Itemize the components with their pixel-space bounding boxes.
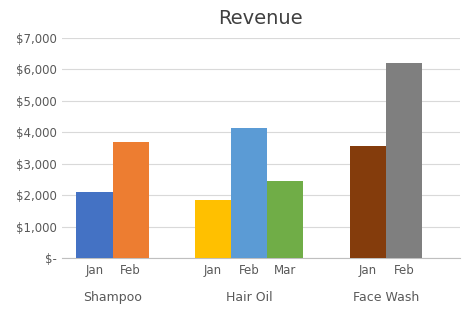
Bar bbox=[386, 63, 422, 258]
Text: Face Wash: Face Wash bbox=[353, 291, 419, 304]
Title: Revenue: Revenue bbox=[219, 9, 303, 28]
Bar bbox=[195, 200, 231, 258]
Bar bbox=[76, 192, 113, 258]
Text: Hair Oil: Hair Oil bbox=[226, 291, 273, 304]
Bar bbox=[231, 128, 267, 258]
Bar bbox=[349, 146, 386, 258]
Text: Shampoo: Shampoo bbox=[83, 291, 142, 304]
Bar bbox=[113, 142, 149, 258]
Bar bbox=[267, 181, 303, 258]
